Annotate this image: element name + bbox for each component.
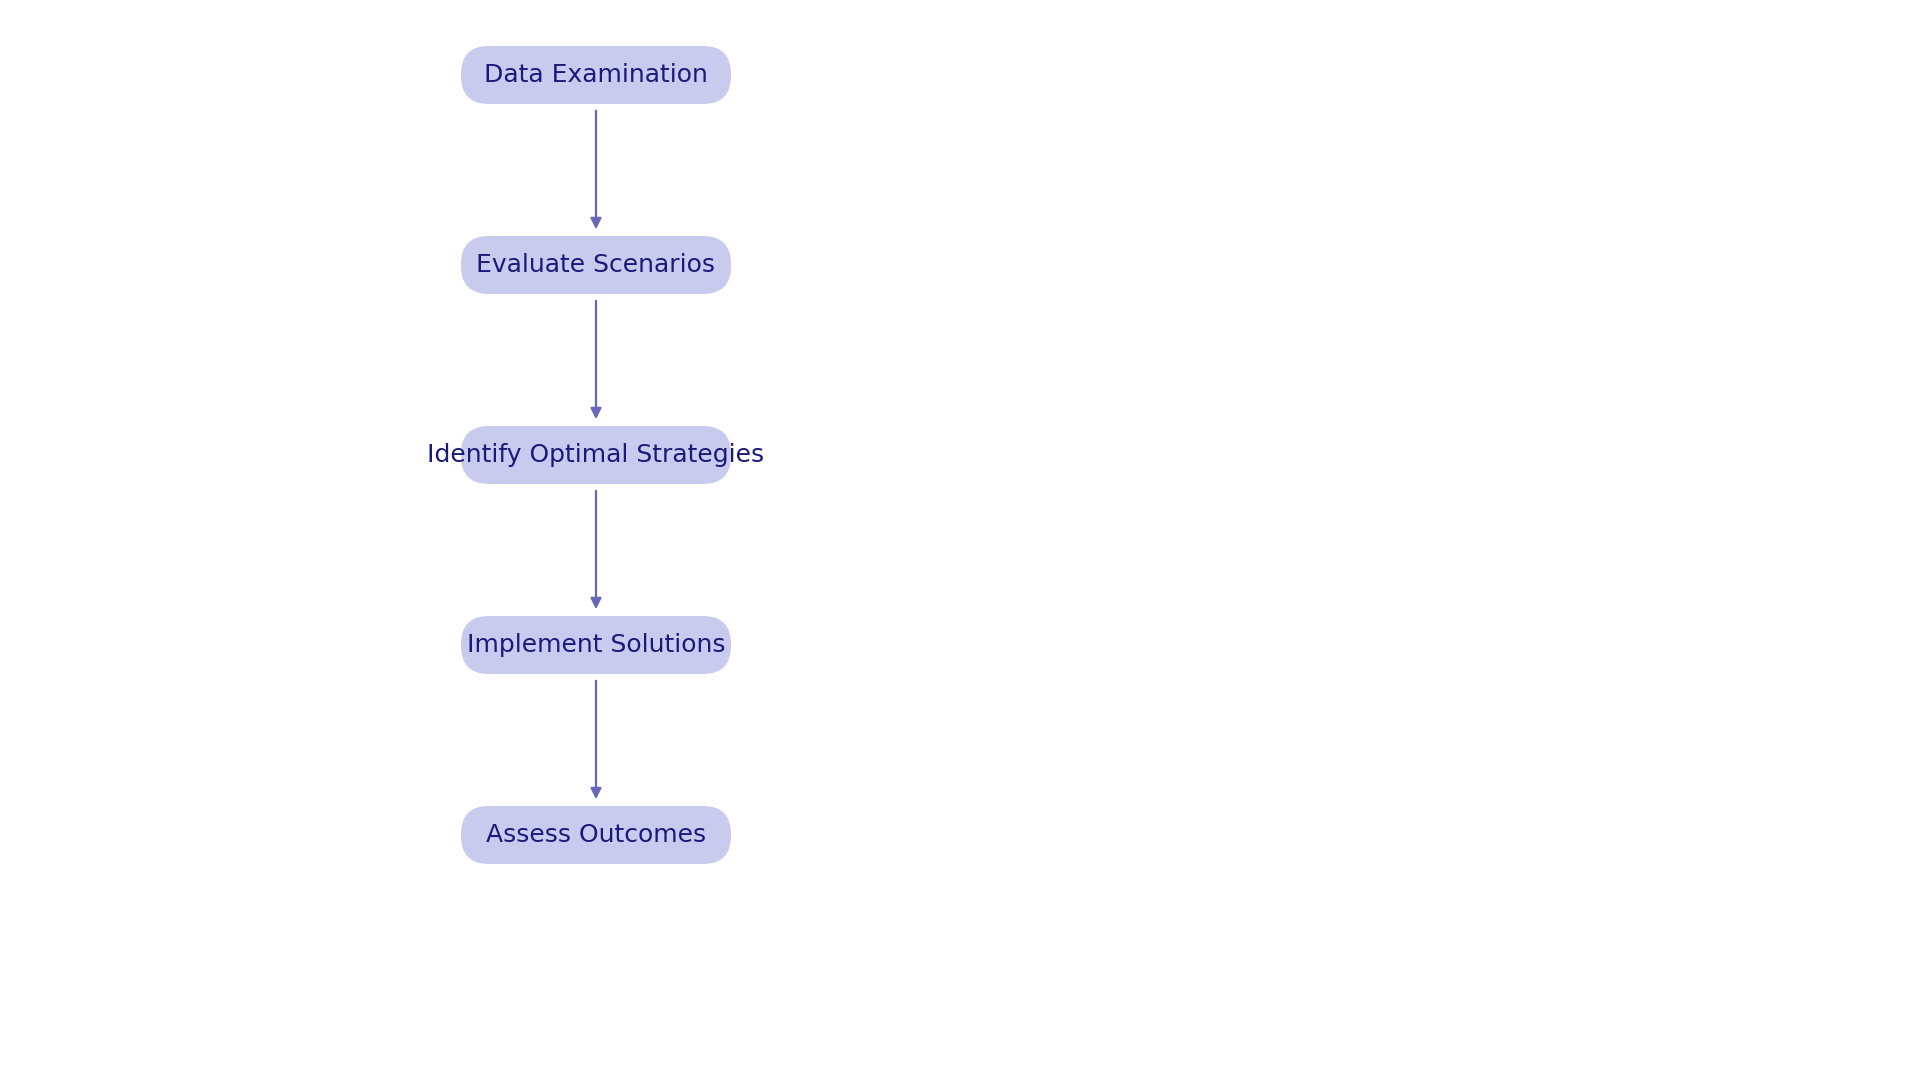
FancyBboxPatch shape bbox=[461, 616, 732, 674]
Text: Identify Optimal Strategies: Identify Optimal Strategies bbox=[428, 443, 764, 467]
FancyBboxPatch shape bbox=[461, 806, 732, 864]
FancyBboxPatch shape bbox=[461, 426, 732, 484]
Text: Assess Outcomes: Assess Outcomes bbox=[486, 823, 707, 847]
FancyBboxPatch shape bbox=[461, 236, 732, 293]
Text: Data Examination: Data Examination bbox=[484, 63, 708, 87]
Text: Evaluate Scenarios: Evaluate Scenarios bbox=[476, 253, 716, 277]
Text: Implement Solutions: Implement Solutions bbox=[467, 632, 726, 657]
FancyBboxPatch shape bbox=[461, 45, 732, 104]
